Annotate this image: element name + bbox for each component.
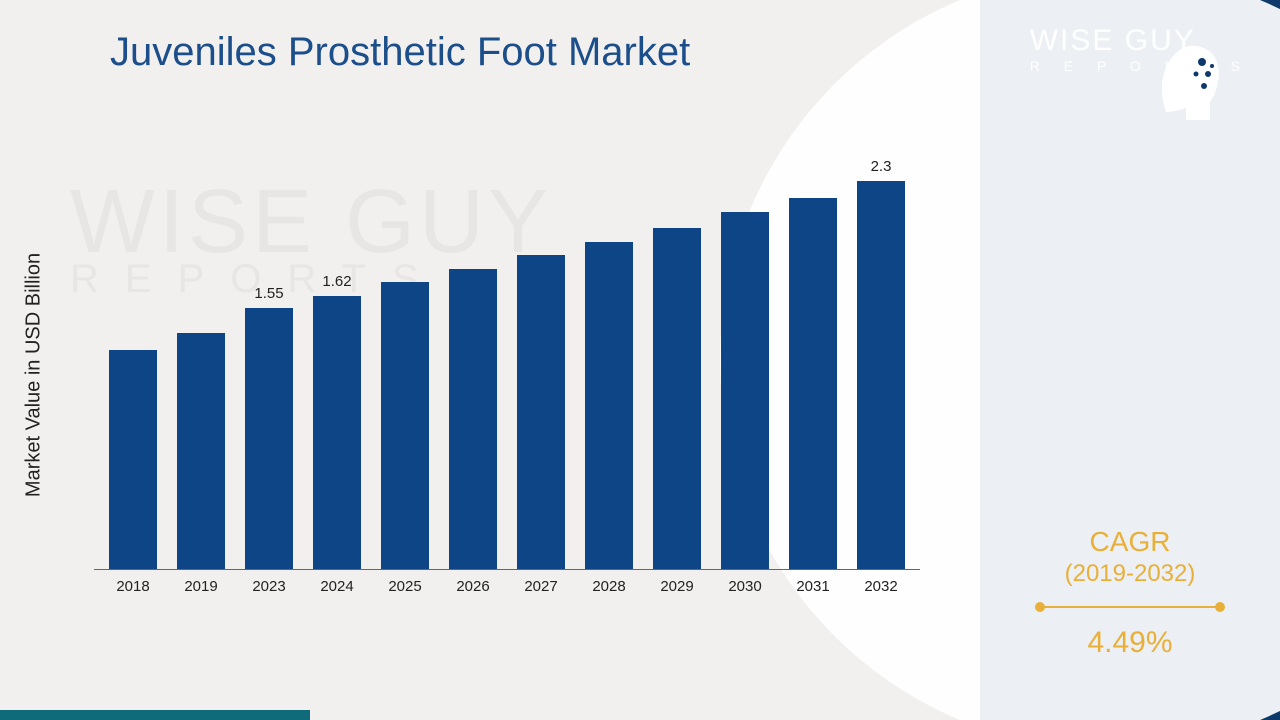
cagr-divider [1040, 606, 1220, 608]
bottom-accent-bar [0, 710, 310, 720]
page-root: WISE GUY REPORTS Juveniles Prosthetic Fo… [0, 0, 1280, 720]
chart-bar [381, 282, 429, 569]
page-title: Juveniles Prosthetic Foot Market [110, 30, 690, 75]
x-tick-label: 2025 [388, 578, 421, 595]
chart-bar [109, 350, 157, 569]
chart-bar [585, 242, 633, 569]
x-tick-label: 2031 [796, 578, 829, 595]
x-tick-label: 2030 [728, 578, 761, 595]
chart-bar [721, 212, 769, 569]
cagr-value: 4.49% [1020, 626, 1240, 660]
chart-bar [517, 255, 565, 569]
bar-value-label: 1.62 [322, 273, 351, 290]
x-axis-labels: 2018 2019 2023 2024 2025 2026 2027 2028 2029 2030… [94, 574, 920, 604]
bar-value-label: 2.3 [871, 158, 892, 175]
x-tick-label: 2032 [864, 578, 897, 595]
chart-bar [177, 333, 225, 569]
x-tick-label: 2019 [184, 578, 217, 595]
chart-bar [653, 228, 701, 569]
x-tick-label: 2028 [592, 578, 625, 595]
bar-value-label: 1.55 [254, 285, 283, 302]
x-tick-label: 2018 [116, 578, 149, 595]
chart-bar: 1.55 [245, 308, 293, 569]
cagr-dot-left [1035, 602, 1045, 612]
x-tick-label: 2029 [660, 578, 693, 595]
cagr-block: CAGR (2019-2032) 4.49% [1020, 526, 1240, 660]
brand-head-icon [1156, 42, 1224, 122]
chart-bar [449, 269, 497, 569]
cagr-title: CAGR [1020, 526, 1240, 558]
chart-bar: 2.3 [857, 181, 905, 569]
x-tick-label: 2027 [524, 578, 557, 595]
bar-chart: Market Value in USD Billion 1.551.622.3 … [60, 140, 920, 610]
chart-bar [789, 198, 837, 569]
brand-logo: WISE GUY R E P O R T S [1030, 24, 1250, 74]
chart-plot: 1.55 1.62 2.3 [94, 140, 920, 570]
x-tick-label: 2024 [320, 578, 353, 595]
x-tick-label: 2026 [456, 578, 489, 595]
y-axis-label: Market Value in USD Billion [23, 253, 46, 497]
x-tick-label: 2023 [252, 578, 285, 595]
cagr-dot-right [1215, 602, 1225, 612]
chart-bar: 1.62 [313, 296, 361, 569]
cagr-period: (2019-2032) [1020, 560, 1240, 588]
